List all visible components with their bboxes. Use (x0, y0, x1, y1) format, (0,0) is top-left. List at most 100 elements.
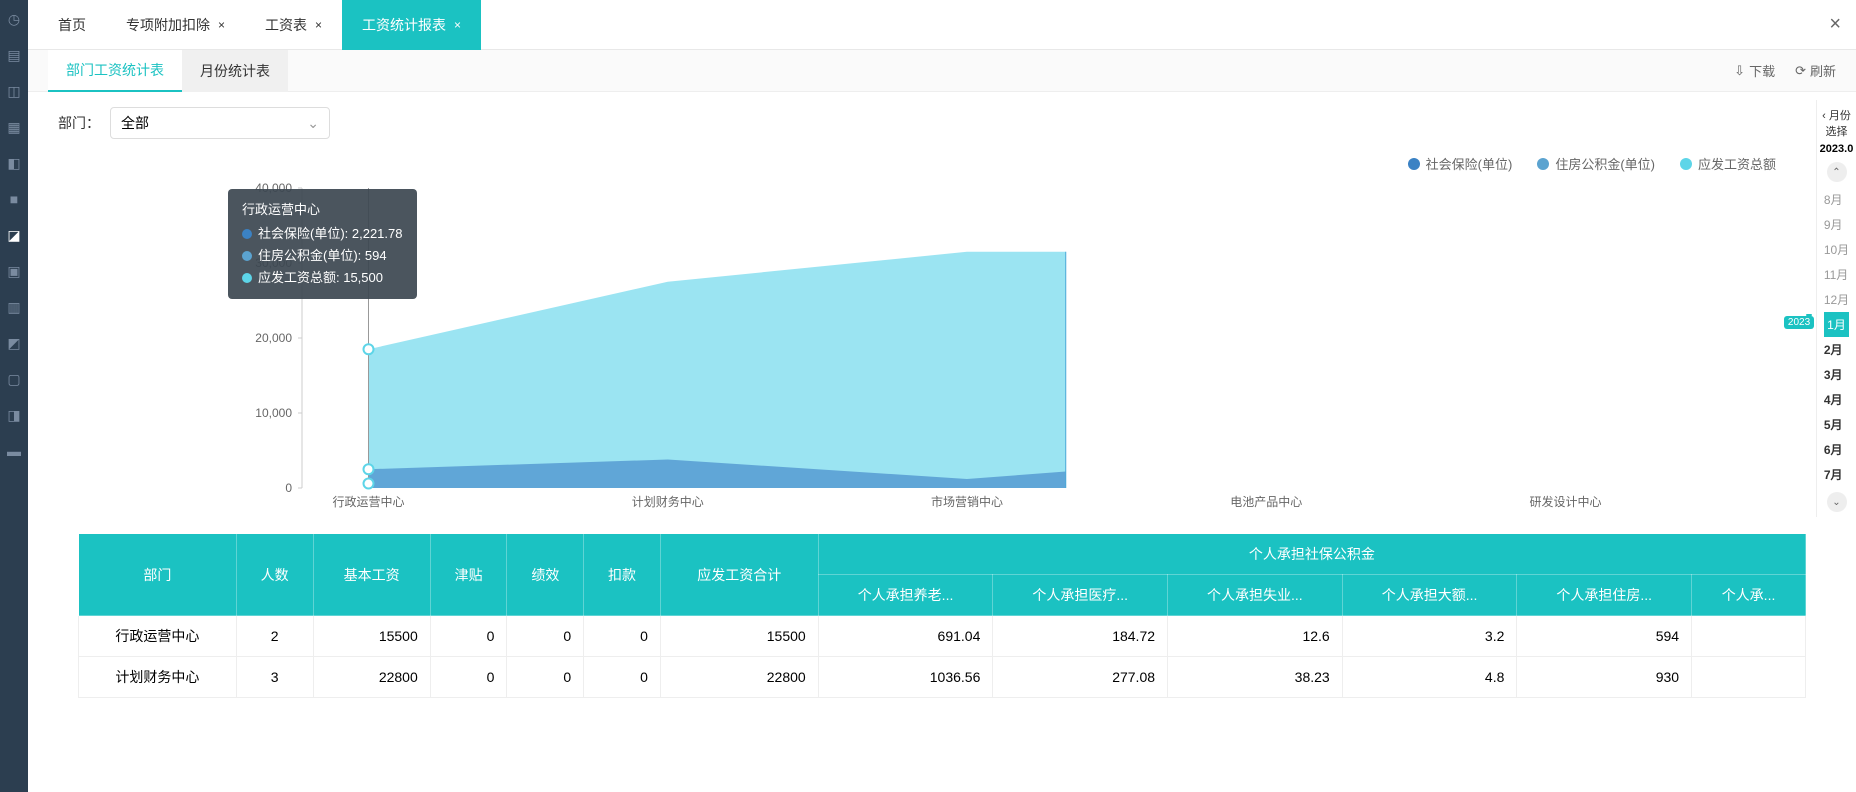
table-cell: 184.72 (993, 616, 1168, 657)
tab-close-icon[interactable]: × (454, 18, 461, 32)
legend-dot-icon (1537, 158, 1549, 170)
sidebar-icon-6[interactable]: ■ (5, 190, 23, 208)
chevron-left-icon: ‹ (1822, 110, 1826, 122)
tooltip-text: 住房公积金(单位): 594 (258, 245, 387, 267)
table-header: 个人承... (1692, 575, 1806, 616)
table-header: 基本工资 (313, 534, 430, 616)
table-cell: 22800 (313, 657, 430, 698)
legend-item[interactable]: 社会保险(单位) (1408, 154, 1513, 173)
table-cell (1692, 616, 1806, 657)
svg-text:20,000: 20,000 (255, 331, 292, 345)
svg-text:10,000: 10,000 (255, 406, 292, 420)
table-cell: 4.8 (1342, 657, 1517, 698)
table-cell: 594 (1517, 616, 1692, 657)
table-cell: 0 (507, 657, 584, 698)
tab-close-icon[interactable]: × (315, 18, 322, 32)
legend-item[interactable]: 应发工资总额 (1680, 154, 1776, 173)
month-scroll-down[interactable]: ⌄ (1827, 492, 1847, 512)
sidebar-icon-8[interactable]: ▣ (5, 262, 23, 280)
sidebar-icon-5[interactable]: ◧ (5, 154, 23, 172)
month-header[interactable]: ‹ 月份选择 (1817, 105, 1856, 141)
legend-label: 应发工资总额 (1698, 154, 1776, 173)
table-header: 人数 (236, 534, 313, 616)
table-cell: 3 (236, 657, 313, 698)
legend-label: 住房公积金(单位) (1555, 154, 1655, 173)
table-cell: 1036.56 (818, 657, 993, 698)
legend-dot-icon (1408, 158, 1420, 170)
download-button[interactable]: ⇩ 下载 (1734, 61, 1775, 80)
table-header: 津贴 (430, 534, 507, 616)
table-header: 个人承担医疗... (993, 575, 1168, 616)
month-item[interactable]: 4月 (1824, 387, 1849, 412)
month-item[interactable]: 9月 (1824, 212, 1849, 237)
refresh-button[interactable]: ⟳ 刷新 (1795, 61, 1836, 80)
sidebar-icon-10[interactable]: ◩ (5, 334, 23, 352)
month-item[interactable]: 12月 (1824, 287, 1849, 312)
subtab-1[interactable]: 月份统计表 (182, 50, 288, 92)
table-row[interactable]: 行政运营中心21550000015500691.04184.7212.63.25… (79, 616, 1806, 657)
month-item[interactable]: 7月 (1824, 462, 1849, 487)
table-row[interactable]: 计划财务中心322800000228001036.56277.0838.234.… (79, 657, 1806, 698)
month-item[interactable]: 5月 (1824, 412, 1849, 437)
table-header: 个人承担住房... (1517, 575, 1692, 616)
table-cell: 2 (236, 616, 313, 657)
sidebar-icon-4[interactable]: ▦ (5, 118, 23, 136)
table-cell: 0 (584, 616, 661, 657)
month-item[interactable]: 6月 (1824, 437, 1849, 462)
month-scroll-up[interactable]: ⌃ (1827, 162, 1847, 182)
svg-text:市场营销中心: 市场营销中心 (931, 494, 1003, 509)
sidebar-icon-7[interactable]: ◪ (5, 226, 23, 244)
sidebar-icon-11[interactable]: ▢ (5, 370, 23, 388)
legend-dot-icon (1680, 158, 1692, 170)
table-cell: 15500 (313, 616, 430, 657)
chart-area: 社会保险(单位)住房公积金(单位)应发工资总额 010,00020,00030,… (28, 154, 1856, 533)
close-all-icon[interactable]: × (1829, 13, 1841, 36)
sidebar-icon-3[interactable]: ◫ (5, 82, 23, 100)
tab-close-icon[interactable]: × (218, 18, 225, 32)
table-wrap: 部门人数基本工资津贴绩效扣款应发工资合计个人承担社保公积金个人承担养老...个人… (28, 533, 1856, 698)
legend-item[interactable]: 住房公积金(单位) (1537, 154, 1655, 173)
sidebar-icon-9[interactable]: ▥ (5, 298, 23, 316)
table-cell (1692, 657, 1806, 698)
tab-0[interactable]: 首页 (38, 0, 106, 50)
table-group-header: 个人承担社保公积金 (818, 534, 1805, 575)
tab-2[interactable]: 工资表× (245, 0, 342, 50)
sidebar-icon-1[interactable]: ◷ (5, 10, 23, 28)
table-cell: 计划财务中心 (79, 657, 237, 698)
department-select[interactable]: 全部 ⌄ (110, 107, 330, 139)
refresh-icon: ⟳ (1795, 63, 1806, 79)
month-item[interactable]: 2月 (1824, 337, 1849, 362)
table-header: 个人承担养老... (818, 575, 993, 616)
tooltip-title: 行政运营中心 (242, 199, 403, 221)
tooltip-dot-icon (242, 273, 252, 283)
sidebar-icon-12[interactable]: ◨ (5, 406, 23, 424)
table-cell: 0 (430, 657, 507, 698)
subtab-0[interactable]: 部门工资统计表 (48, 50, 182, 92)
svg-text:研发设计中心: 研发设计中心 (1529, 494, 1601, 509)
sidebar-icon-2[interactable]: ▤ (5, 46, 23, 64)
tab-3[interactable]: 工资统计报表× (342, 0, 481, 50)
month-item[interactable]: 8月 (1824, 187, 1849, 212)
month-item[interactable]: 3月 (1824, 362, 1849, 387)
table-cell: 0 (507, 616, 584, 657)
main-tabs: 首页专项附加扣除×工资表×工资统计报表×× (28, 0, 1856, 50)
month-item[interactable]: 11月 (1824, 262, 1849, 287)
table-header: 扣款 (584, 534, 661, 616)
table-cell: 12.6 (1168, 616, 1343, 657)
table-header: 个人承担失业... (1168, 575, 1343, 616)
table-cell: 22800 (660, 657, 818, 698)
refresh-label: 刷新 (1810, 61, 1836, 80)
tooltip-row: 社会保险(单位): 2,221.78 (242, 223, 403, 245)
month-item[interactable]: 1月2023 (1824, 312, 1849, 337)
month-drawer: ‹ 月份选择 2023.0 ⌃ 8月9月10月11月12月1月20232月3月4… (1816, 100, 1856, 517)
table-cell: 0 (430, 616, 507, 657)
tab-label: 首页 (58, 15, 86, 35)
sidebar-icon-13[interactable]: ▬ (5, 442, 23, 460)
month-item[interactable]: 10月 (1824, 237, 1849, 262)
month-year: 2023.0 (1820, 141, 1854, 157)
chart-tooltip: 行政运营中心社会保险(单位): 2,221.78住房公积金(单位): 594应发… (228, 189, 417, 299)
select-value: 全部 (121, 113, 149, 133)
legend-label: 社会保险(单位) (1426, 154, 1513, 173)
tab-1[interactable]: 专项附加扣除× (106, 0, 245, 50)
tooltip-dot-icon (242, 251, 252, 261)
